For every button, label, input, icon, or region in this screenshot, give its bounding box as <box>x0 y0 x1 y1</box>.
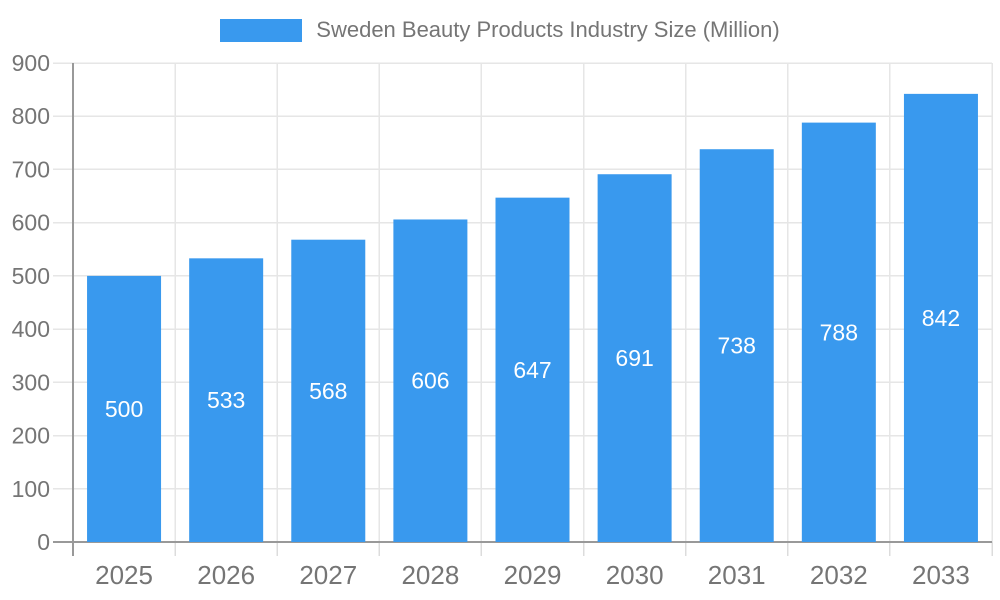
bar[interactable] <box>291 239 366 542</box>
legend-swatch <box>220 18 303 42</box>
x-axis-label: 2026 <box>197 560 255 590</box>
x-axis-label: 2028 <box>401 560 459 590</box>
y-axis-label: 600 <box>12 210 50 236</box>
y-axis-label: 0 <box>37 529 50 555</box>
x-axis-label: 2031 <box>708 560 766 590</box>
bar[interactable] <box>189 258 264 542</box>
bar-value-label: 788 <box>820 319 858 345</box>
bar[interactable] <box>801 122 876 542</box>
x-axis-label: 2032 <box>810 560 868 590</box>
bar-value-label: 533 <box>207 387 245 413</box>
bar[interactable] <box>699 149 774 542</box>
bar-value-label: 606 <box>411 368 449 394</box>
bar-value-label: 568 <box>309 378 347 404</box>
x-axis-label: 2025 <box>95 560 153 590</box>
x-axis-label: 2033 <box>912 560 970 590</box>
y-axis-label: 700 <box>12 156 50 182</box>
x-axis-label: 2030 <box>606 560 664 590</box>
bar[interactable] <box>495 197 570 542</box>
bar[interactable] <box>393 219 468 542</box>
y-axis-label: 500 <box>12 263 50 289</box>
bar[interactable] <box>87 275 162 542</box>
bar-value-label: 691 <box>615 345 653 371</box>
bar-value-label: 500 <box>105 396 143 422</box>
bar[interactable] <box>597 174 672 543</box>
bar-value-label: 647 <box>513 357 551 383</box>
bar-value-label: 842 <box>922 305 960 331</box>
legend-label: Sweden Beauty Products Industry Size (Mi… <box>316 17 780 42</box>
y-axis-label: 300 <box>12 369 50 395</box>
bar-value-label: 738 <box>718 333 756 359</box>
y-axis-label: 400 <box>12 316 50 342</box>
x-axis-label: 2029 <box>504 560 562 590</box>
y-axis-label: 900 <box>12 50 50 76</box>
y-axis-label: 100 <box>12 476 50 502</box>
legend[interactable]: Sweden Beauty Products Industry Size (Mi… <box>0 17 1000 43</box>
y-axis-label: 800 <box>12 103 50 129</box>
y-axis-label: 200 <box>12 423 50 449</box>
bar[interactable] <box>903 93 978 542</box>
x-axis-label: 2027 <box>299 560 357 590</box>
